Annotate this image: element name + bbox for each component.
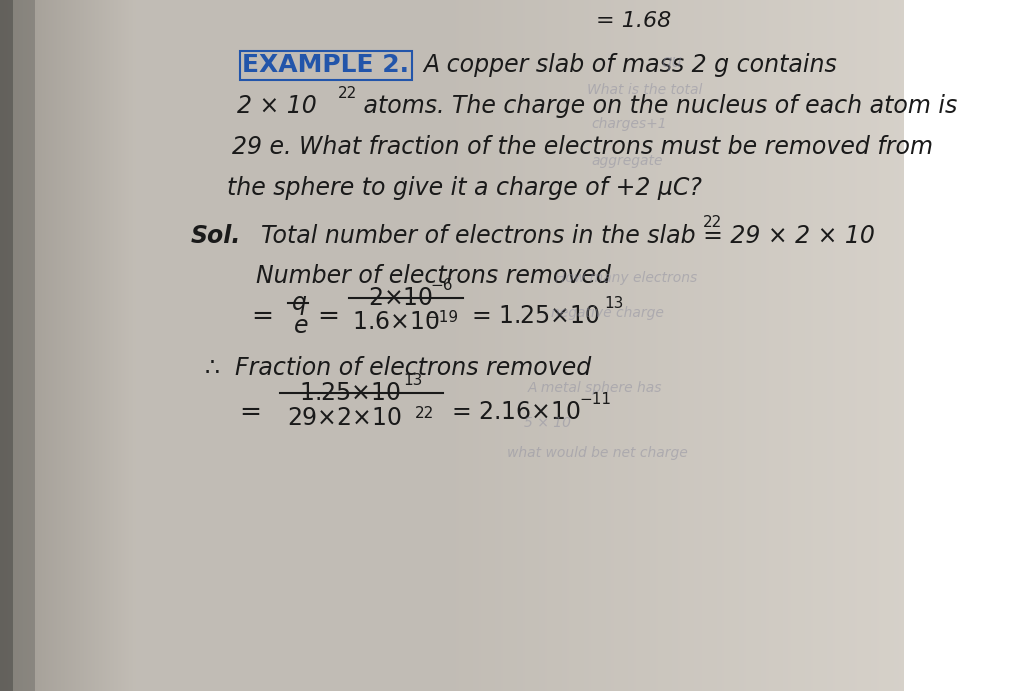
Text: Number of electrons removed: Number of electrons removed: [256, 264, 610, 288]
Text: What is the total: What is the total: [587, 83, 702, 97]
Text: =: =: [251, 304, 272, 330]
Text: Sol.: Sol.: [190, 224, 241, 248]
Text: = 1.68: = 1.68: [596, 11, 671, 31]
Text: A metal sphere has: A metal sphere has: [528, 381, 663, 395]
Text: 22: 22: [338, 86, 357, 101]
Text: EXAMPLE 2.: EXAMPLE 2.: [243, 53, 410, 77]
Text: −6: −6: [430, 278, 453, 293]
Text: charges+1: charges+1: [592, 117, 668, 131]
Text: atoms. The charge on the nucleus of each atom is: atoms. The charge on the nucleus of each…: [356, 94, 957, 118]
Text: e: e: [294, 314, 308, 338]
Text: A copper slab of mass 2 g contains: A copper slab of mass 2 g contains: [423, 53, 837, 77]
Text: the sphere to give it a charge of +2 μC?: the sphere to give it a charge of +2 μC?: [227, 176, 701, 200]
Text: ∴  Fraction of electrons removed: ∴ Fraction of electrons removed: [205, 356, 591, 380]
Text: 22: 22: [415, 406, 434, 421]
Text: 13: 13: [605, 296, 624, 311]
Text: =: =: [239, 400, 261, 426]
Bar: [0, 0, 13, 691]
Text: 29$\times$2$\times$10: 29$\times$2$\times$10: [287, 406, 401, 430]
Text: 13: 13: [403, 373, 423, 388]
Text: =: =: [317, 304, 339, 330]
Text: 1.6$\times$10: 1.6$\times$10: [351, 310, 439, 334]
Text: 2 × 10: 2 × 10: [238, 94, 317, 118]
Text: 29 e. What fraction of the electrons must be removed from: 29 e. What fraction of the electrons mus…: [232, 135, 933, 159]
Text: 2$\times$10: 2$\times$10: [368, 286, 433, 310]
Text: negative charge: negative charge: [551, 306, 664, 320]
Text: qu: qu: [662, 53, 682, 71]
Text: Total number of electrons in the slab = 29 × 2 × 10: Total number of electrons in the slab = …: [261, 224, 874, 248]
Text: 1.25$\times$10: 1.25$\times$10: [299, 381, 400, 405]
Text: How many electrons: How many electrons: [555, 271, 697, 285]
Text: aggregate: aggregate: [592, 154, 663, 168]
Text: what would be net charge: what would be net charge: [507, 446, 687, 460]
Text: 22: 22: [703, 215, 722, 230]
Text: −19: −19: [427, 310, 459, 325]
Text: 5 × 10: 5 × 10: [523, 416, 570, 430]
Text: = 1.25$\times$10: = 1.25$\times$10: [471, 304, 600, 328]
Text: = 2.16$\times$10: = 2.16$\times$10: [451, 400, 581, 424]
Bar: [0, 0, 35, 691]
Text: −11: −11: [580, 392, 611, 407]
Text: q: q: [292, 291, 307, 315]
